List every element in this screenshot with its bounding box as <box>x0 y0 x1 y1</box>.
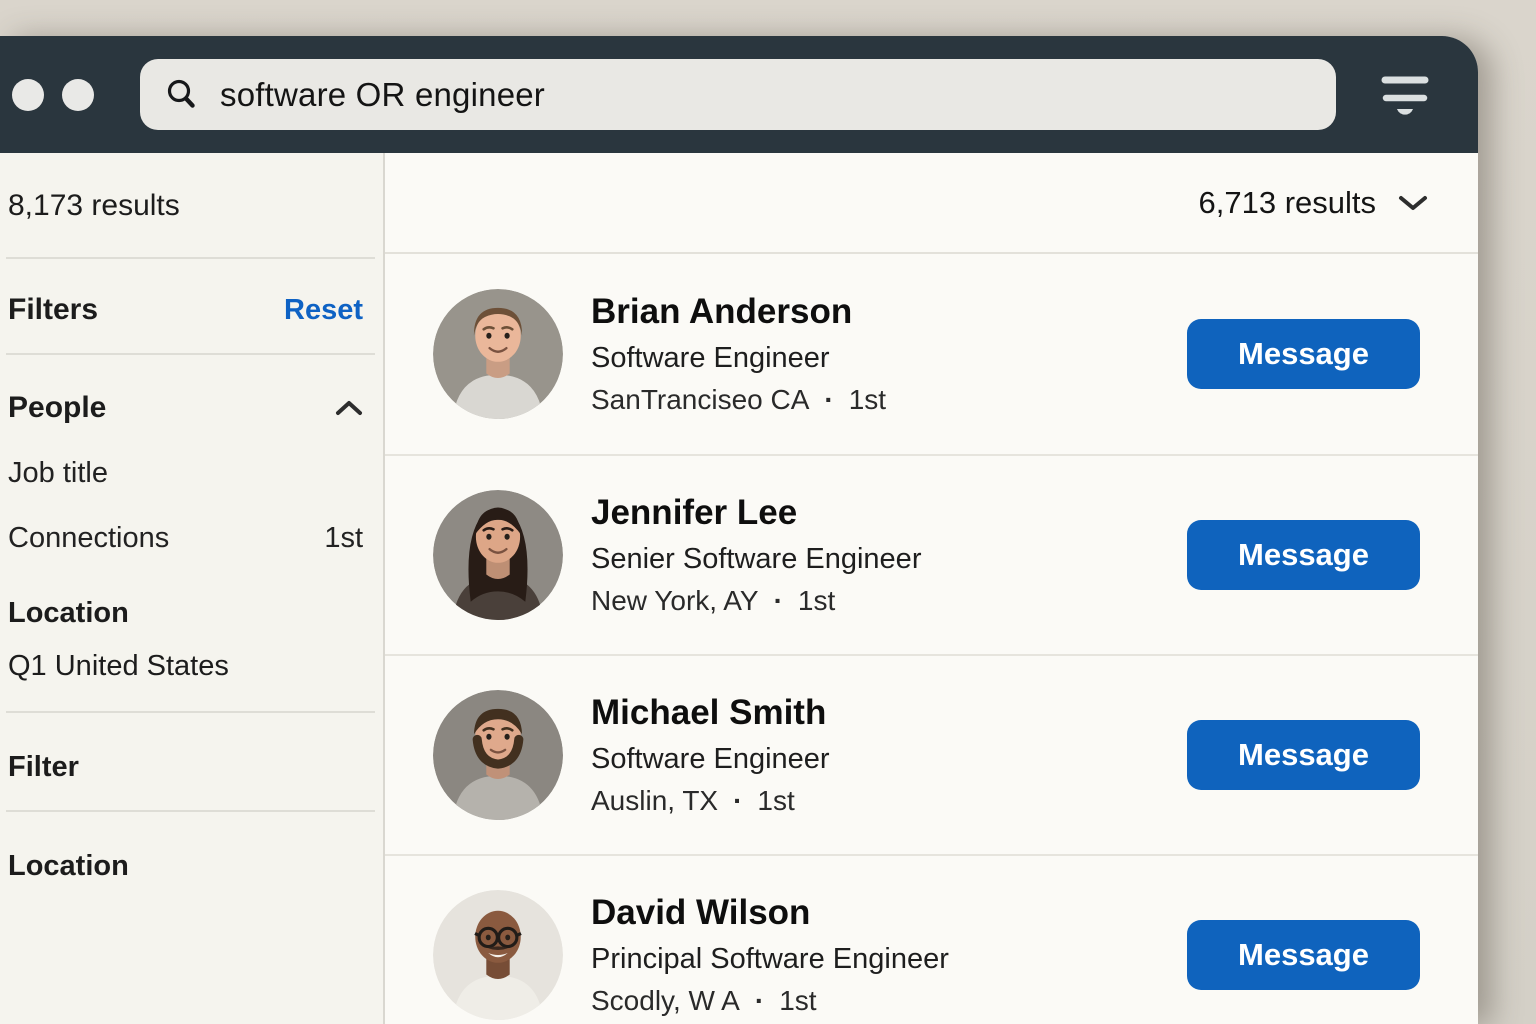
person-title: Principal Software Engineer <box>591 942 949 975</box>
separator-dot: · <box>773 584 783 616</box>
connection-degree: 1st <box>797 584 836 616</box>
filter-job-title[interactable]: Job title <box>8 457 363 490</box>
location-heading-2[interactable]: Location <box>8 850 129 882</box>
filter-connections[interactable]: Connections 1st <box>8 522 363 555</box>
person-title: Software Engineer <box>591 742 830 775</box>
results-panel: 6,713 results <box>385 153 1478 1024</box>
person-location: Scodly, W A <box>591 984 740 1016</box>
profile-photo[interactable] <box>433 690 563 820</box>
message-button[interactable]: Message <box>1187 720 1420 790</box>
location-heading: Location <box>8 597 129 629</box>
chevron-down-icon <box>1398 194 1428 212</box>
menu-button[interactable] <box>1380 71 1430 119</box>
divider <box>6 810 375 812</box>
message-button[interactable]: Message <box>1187 520 1420 590</box>
filter-lines-icon <box>1380 71 1430 119</box>
results-count-dropdown[interactable]: 6,713 results <box>385 153 1478 254</box>
filters-header-row: Filters Reset <box>8 293 363 327</box>
filter-heading[interactable]: Filter <box>8 751 79 783</box>
profile-photo[interactable] <box>433 490 563 620</box>
search-query-text: software OR engineer <box>220 75 545 113</box>
message-button[interactable]: Message <box>1187 920 1420 990</box>
person-name[interactable]: Jennifer Lee <box>591 493 798 533</box>
person-info: Jennifer Lee Senier Software Engineer Ne… <box>591 493 1187 616</box>
connections-label: Connections <box>8 522 170 554</box>
search-input[interactable]: software OR engineer <box>140 59 1336 130</box>
profile-photo[interactable] <box>433 890 563 1020</box>
person-location: New York, AY <box>591 584 759 616</box>
person-location: Auslin, TX <box>591 784 719 816</box>
person-name[interactable]: Brian Anderson <box>591 292 853 332</box>
window-controls <box>12 78 94 111</box>
person-info: Michael Smith Software Engineer Auslin, … <box>591 693 1187 816</box>
message-button[interactable]: Message <box>1187 319 1420 389</box>
person-info: David Wilson Principal Software Engineer… <box>591 893 1187 1016</box>
people-section-toggle[interactable]: People <box>8 391 363 425</box>
person-title: Senier Software Engineer <box>591 542 922 575</box>
person-result-row: Brian Anderson Software Engineer SanTran… <box>385 254 1478 454</box>
profile-photo[interactable] <box>433 289 563 419</box>
separator-dot: · <box>733 784 743 816</box>
divider <box>6 353 375 355</box>
person-location-line: Scodly, W A · 1st <box>591 985 1187 1017</box>
person-result-row: David Wilson Principal Software Engineer… <box>385 854 1478 1024</box>
connection-degree: 1st <box>757 784 795 816</box>
sidebar-results-count: 8,173 results <box>8 189 180 222</box>
person-name[interactable]: Michael Smith <box>591 693 827 733</box>
person-result-row: Jennifer Lee Senier Software Engineer Ne… <box>385 454 1478 654</box>
results-list: Brian Anderson Software Engineer SanTran… <box>385 254 1478 1024</box>
person-location-line: Auslin, TX · 1st <box>591 785 1187 817</box>
filters-label: Filters <box>8 293 99 326</box>
connection-degree: 1st <box>848 383 887 415</box>
reset-filters-button[interactable]: Reset <box>284 293 363 326</box>
divider <box>6 711 375 713</box>
separator-dot: · <box>754 984 765 1016</box>
person-location-line: New York, AY · 1st <box>591 585 1187 617</box>
browser-window: software OR engineer 8,173 results Filte… <box>0 36 1478 1024</box>
window-dot[interactable] <box>12 78 44 111</box>
job-title-label: Job title <box>8 457 108 489</box>
content-area: 8,173 results Filters Reset People Job t… <box>0 153 1478 1024</box>
top-bar: software OR engineer <box>0 36 1478 153</box>
window-dot[interactable] <box>62 78 94 111</box>
chevron-up-icon <box>335 400 363 416</box>
results-count-label: 6,713 results <box>1198 184 1377 220</box>
connections-value: 1st <box>324 522 363 554</box>
location-value[interactable]: Q1 United States <box>8 650 229 682</box>
person-location: SanTranciseo CA <box>591 383 810 415</box>
person-info: Brian Anderson Software Engineer SanTran… <box>591 292 1187 415</box>
people-label: People <box>8 391 107 424</box>
person-location-line: SanTranciseo CA · 1st <box>591 384 1187 416</box>
person-name[interactable]: David Wilson <box>591 893 811 933</box>
person-title: Software Engineer <box>591 341 830 374</box>
connection-degree: 1st <box>779 984 817 1016</box>
divider <box>6 257 375 259</box>
search-icon <box>164 77 200 113</box>
filters-sidebar: 8,173 results Filters Reset People Job t… <box>0 153 385 1024</box>
separator-dot: · <box>824 383 834 415</box>
person-result-row: Michael Smith Software Engineer Auslin, … <box>385 654 1478 854</box>
